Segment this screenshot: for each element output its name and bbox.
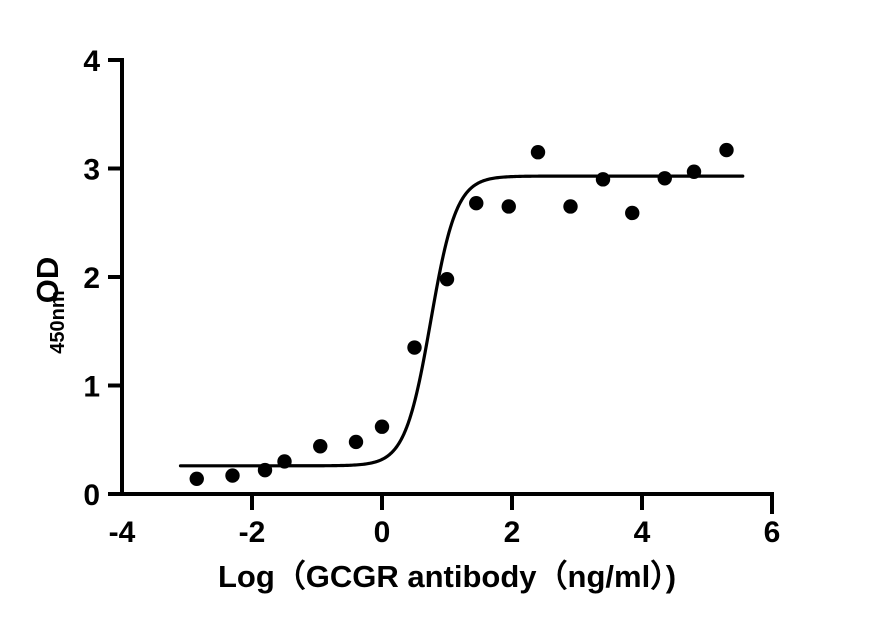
data-point-group <box>189 142 734 487</box>
data-point <box>469 196 484 211</box>
data-point <box>313 439 328 454</box>
data-point <box>686 164 702 179</box>
data-point <box>657 171 672 186</box>
data-point <box>407 340 422 355</box>
y-tick-label-3: 3 <box>83 154 100 187</box>
y-tick-marks <box>108 58 122 496</box>
y-tick-label-1: 1 <box>83 371 100 404</box>
data-point <box>439 271 455 287</box>
x-tick-label-6: 6 <box>764 516 781 549</box>
data-point <box>625 205 640 221</box>
x-tick-marks <box>250 494 644 510</box>
y-tick-label-0: 0 <box>83 479 100 512</box>
y-tick-label-2: 2 <box>83 262 100 295</box>
y-axis-title-main: OD <box>30 257 65 304</box>
x-tick-labels: -4 -2 0 2 4 6 <box>109 516 781 549</box>
y-tick-label-4: 4 <box>83 45 100 78</box>
x-axis-title: Log（GCGR antibody（ng/ml）) <box>218 559 676 594</box>
data-point <box>348 434 364 450</box>
data-point <box>530 145 546 160</box>
y-axis-title-subscript: 450nm <box>47 290 69 353</box>
data-point <box>563 199 578 214</box>
y-axis-title-group: OD 450nm <box>30 257 69 354</box>
data-point <box>189 471 204 487</box>
data-point <box>225 468 240 483</box>
fitted-sigmoid-curve <box>178 174 745 468</box>
x-tick-label-2: 2 <box>504 516 521 549</box>
data-point <box>501 199 516 214</box>
data-point <box>257 462 273 478</box>
data-point <box>595 172 611 187</box>
x-tick-label--2: -2 <box>239 516 266 549</box>
data-point <box>374 419 390 434</box>
data-point <box>277 454 292 469</box>
data-point <box>719 142 734 158</box>
x-tick-label--4: -4 <box>109 516 136 549</box>
x-tick-label-0: 0 <box>374 516 391 549</box>
y-tick-labels: 0 1 2 3 4 <box>83 45 100 512</box>
x-tick-label-4: 4 <box>634 516 651 549</box>
